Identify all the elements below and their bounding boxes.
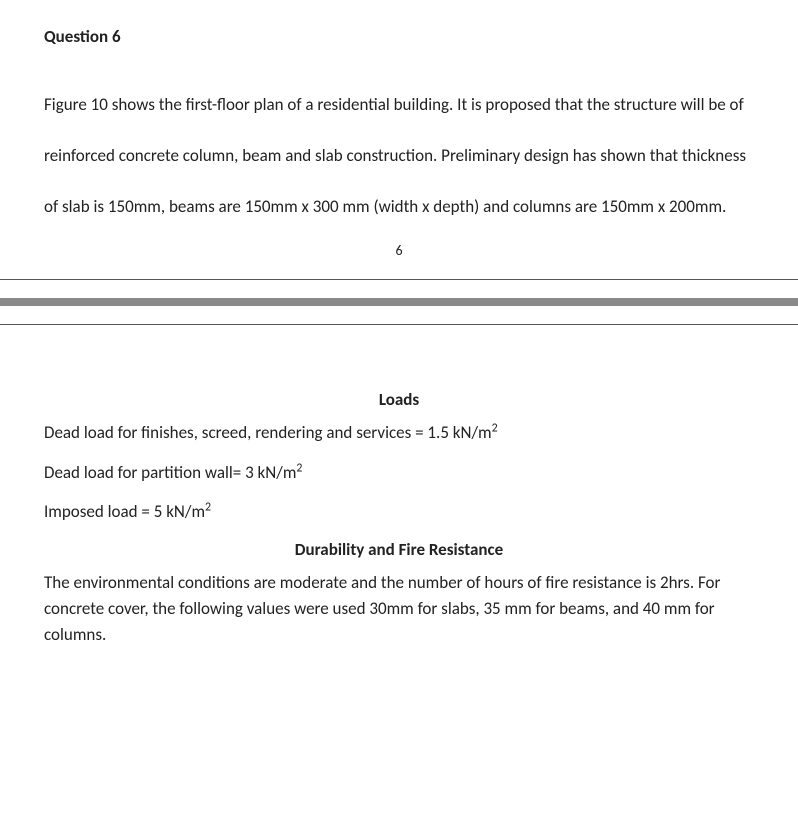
page-divider-bar bbox=[0, 298, 798, 306]
load-text: Dead load for partition wall= 3 kN/m bbox=[44, 462, 296, 483]
page-top: Question 6 Figure 10 shows the first-flo… bbox=[0, 0, 798, 280]
durability-heading: Durability and Fire Resistance bbox=[44, 539, 754, 560]
page-number: 6 bbox=[44, 242, 754, 259]
load-text: Imposed load = 5 kN/m bbox=[44, 501, 205, 522]
question-title: Question 6 bbox=[44, 26, 754, 47]
loads-list: Dead load for finishes, screed, renderin… bbox=[44, 420, 754, 525]
load-text: Dead load for finishes, screed, renderin… bbox=[44, 422, 492, 443]
load-line-finishes: Dead load for finishes, screed, renderin… bbox=[44, 420, 754, 446]
loads-heading: Loads bbox=[44, 389, 754, 410]
load-line-partition: Dead load for partition wall= 3 kN/m2 bbox=[44, 460, 754, 486]
load-line-imposed: Imposed load = 5 kN/m2 bbox=[44, 499, 754, 525]
page-bottom: Loads Dead load for finishes, screed, re… bbox=[0, 389, 798, 691]
question-body: Figure 10 shows the first-floor plan of … bbox=[44, 79, 754, 232]
unit-exponent: 2 bbox=[296, 461, 302, 475]
durability-body: The environmental conditions are moderat… bbox=[44, 570, 754, 649]
unit-exponent: 2 bbox=[205, 500, 211, 514]
unit-exponent: 2 bbox=[492, 421, 498, 435]
page-bottom-top-rule bbox=[0, 324, 798, 325]
